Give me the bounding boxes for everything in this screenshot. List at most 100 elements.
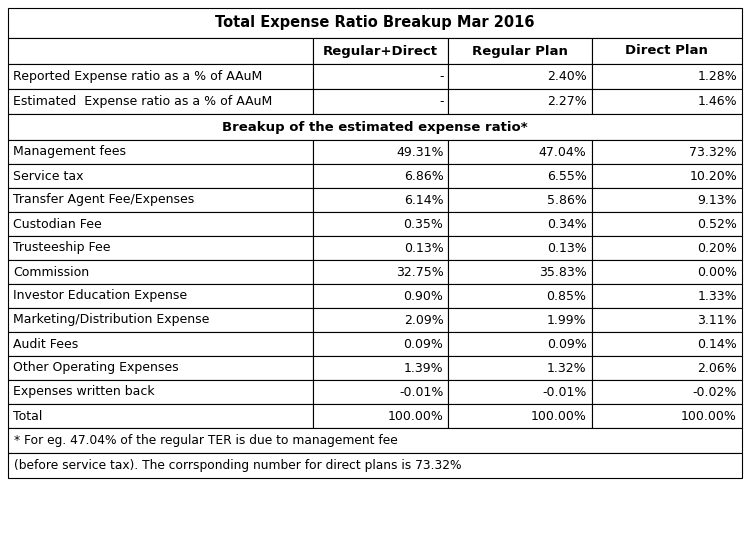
- Bar: [313, 164, 448, 188]
- Bar: [8, 404, 313, 428]
- Bar: [313, 38, 448, 64]
- Text: Direct Plan: Direct Plan: [626, 44, 708, 58]
- Text: 100.00%: 100.00%: [531, 410, 586, 422]
- Bar: [8, 284, 313, 308]
- Bar: [8, 64, 313, 89]
- Bar: [448, 64, 592, 89]
- Text: 2.40%: 2.40%: [547, 70, 586, 83]
- Text: 3.11%: 3.11%: [698, 314, 737, 326]
- Bar: [8, 114, 742, 140]
- Bar: [592, 308, 742, 332]
- Text: 35.83%: 35.83%: [538, 265, 586, 279]
- Bar: [8, 236, 313, 260]
- Bar: [448, 380, 592, 404]
- Bar: [592, 404, 742, 428]
- Text: 0.34%: 0.34%: [547, 217, 586, 231]
- Text: Custodian Fee: Custodian Fee: [13, 217, 102, 231]
- Text: 0.13%: 0.13%: [404, 242, 443, 254]
- Bar: [8, 38, 313, 64]
- Text: 47.04%: 47.04%: [538, 145, 586, 159]
- Text: 1.46%: 1.46%: [698, 95, 737, 108]
- Bar: [448, 308, 592, 332]
- Bar: [313, 140, 448, 164]
- Bar: [313, 260, 448, 284]
- Text: 10.20%: 10.20%: [689, 170, 737, 182]
- Text: Total: Total: [13, 410, 42, 422]
- Text: -: -: [439, 70, 443, 83]
- Bar: [313, 356, 448, 380]
- Text: Reported Expense ratio as a % of AAuM: Reported Expense ratio as a % of AAuM: [13, 70, 262, 83]
- Text: -0.02%: -0.02%: [693, 385, 737, 399]
- Bar: [313, 89, 448, 114]
- Bar: [448, 236, 592, 260]
- Text: 0.35%: 0.35%: [404, 217, 443, 231]
- Text: Total Expense Ratio Breakup Mar 2016: Total Expense Ratio Breakup Mar 2016: [215, 15, 535, 30]
- Bar: [592, 212, 742, 236]
- Bar: [8, 308, 313, 332]
- Text: 0.52%: 0.52%: [698, 217, 737, 231]
- Bar: [592, 356, 742, 380]
- Text: 100.00%: 100.00%: [388, 410, 443, 422]
- Text: 0.14%: 0.14%: [698, 337, 737, 351]
- Bar: [8, 188, 313, 212]
- Bar: [592, 380, 742, 404]
- Text: 2.27%: 2.27%: [547, 95, 586, 108]
- Text: 6.55%: 6.55%: [547, 170, 586, 182]
- Text: Breakup of the estimated expense ratio*: Breakup of the estimated expense ratio*: [222, 121, 528, 133]
- Bar: [8, 140, 313, 164]
- Text: 0.09%: 0.09%: [404, 337, 443, 351]
- Text: 6.14%: 6.14%: [404, 194, 443, 206]
- Bar: [313, 284, 448, 308]
- Bar: [8, 356, 313, 380]
- Text: 6.86%: 6.86%: [404, 170, 443, 182]
- Text: (before service tax). The corrsponding number for direct plans is 73.32%: (before service tax). The corrsponding n…: [14, 459, 461, 472]
- Bar: [8, 164, 313, 188]
- Bar: [313, 380, 448, 404]
- Bar: [448, 38, 592, 64]
- Text: Investor Education Expense: Investor Education Expense: [13, 290, 188, 302]
- Text: 32.75%: 32.75%: [396, 265, 443, 279]
- Bar: [8, 8, 742, 38]
- Bar: [448, 284, 592, 308]
- Bar: [8, 453, 742, 478]
- Text: Estimated  Expense ratio as a % of AAuM: Estimated Expense ratio as a % of AAuM: [13, 95, 272, 108]
- Text: 9.13%: 9.13%: [698, 194, 737, 206]
- Bar: [8, 332, 313, 356]
- Bar: [8, 89, 313, 114]
- Bar: [448, 332, 592, 356]
- Bar: [313, 332, 448, 356]
- Text: Expenses written back: Expenses written back: [13, 385, 154, 399]
- Text: -: -: [439, 95, 443, 108]
- Bar: [592, 236, 742, 260]
- Text: Management fees: Management fees: [13, 145, 126, 159]
- Text: 100.00%: 100.00%: [681, 410, 737, 422]
- Bar: [8, 212, 313, 236]
- Text: Regular+Direct: Regular+Direct: [323, 44, 438, 58]
- Bar: [8, 260, 313, 284]
- Bar: [313, 212, 448, 236]
- Bar: [448, 140, 592, 164]
- Text: 0.00%: 0.00%: [697, 265, 737, 279]
- Text: -0.01%: -0.01%: [542, 385, 586, 399]
- Text: 2.09%: 2.09%: [404, 314, 443, 326]
- Bar: [8, 380, 313, 404]
- Text: 49.31%: 49.31%: [396, 145, 443, 159]
- Text: 1.33%: 1.33%: [698, 290, 737, 302]
- Bar: [448, 260, 592, 284]
- Text: Audit Fees: Audit Fees: [13, 337, 78, 351]
- Text: * For eg. 47.04% of the regular TER is due to management fee: * For eg. 47.04% of the regular TER is d…: [14, 434, 398, 447]
- Bar: [592, 38, 742, 64]
- Bar: [592, 260, 742, 284]
- Text: 2.06%: 2.06%: [698, 362, 737, 374]
- Text: 73.32%: 73.32%: [689, 145, 737, 159]
- Bar: [448, 164, 592, 188]
- Bar: [448, 356, 592, 380]
- Text: 1.39%: 1.39%: [404, 362, 443, 374]
- Bar: [313, 64, 448, 89]
- Bar: [448, 89, 592, 114]
- Text: Other Operating Expenses: Other Operating Expenses: [13, 362, 178, 374]
- Bar: [8, 428, 742, 453]
- Text: 0.90%: 0.90%: [404, 290, 443, 302]
- Bar: [592, 140, 742, 164]
- Text: Trusteeship Fee: Trusteeship Fee: [13, 242, 110, 254]
